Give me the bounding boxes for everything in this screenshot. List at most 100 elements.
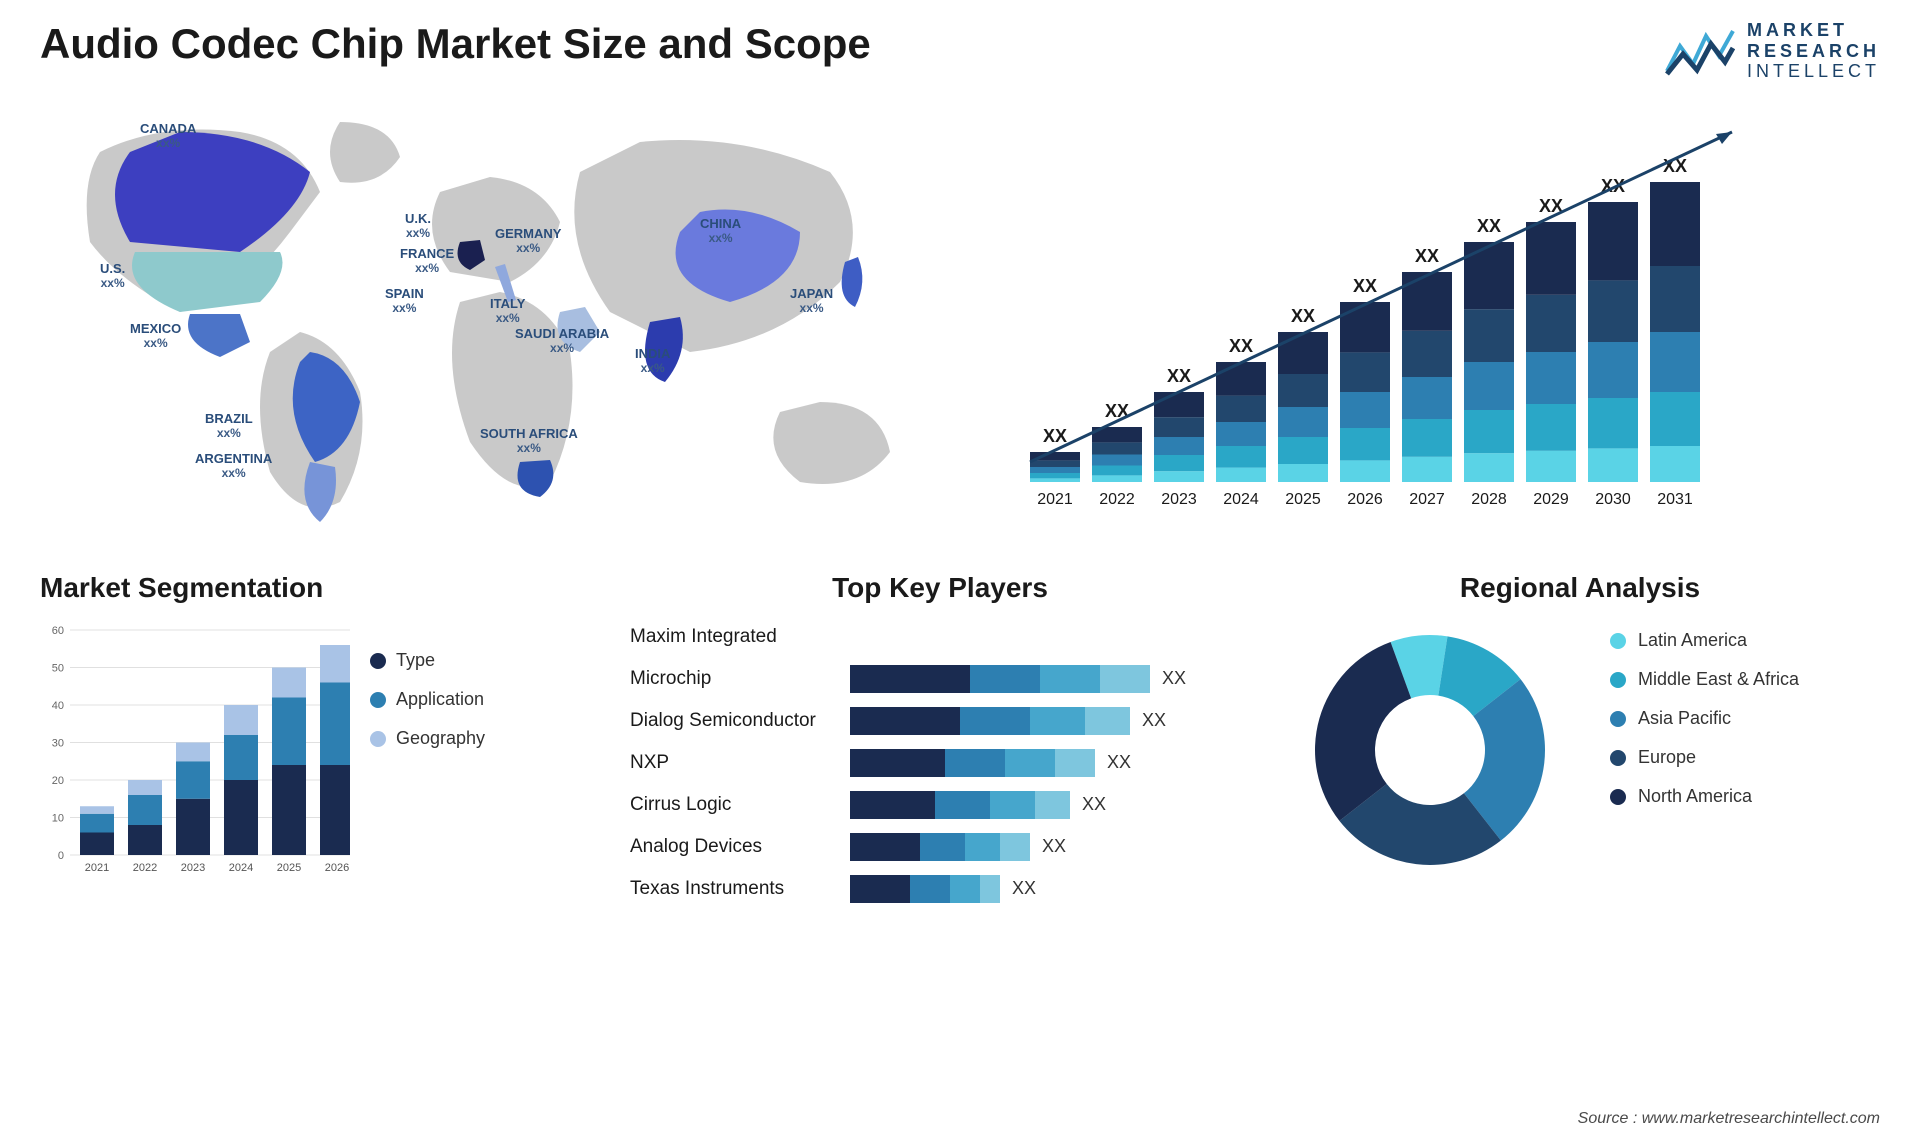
legend-item: Europe <box>1610 747 1799 768</box>
map-label: U.S.xx% <box>100 262 125 291</box>
map-label: GERMANYxx% <box>495 227 561 256</box>
legend-item: Type <box>370 650 485 671</box>
svg-text:2031: 2031 <box>1657 491 1693 508</box>
legend-item: Middle East & Africa <box>1610 669 1799 690</box>
svg-text:10: 10 <box>52 813 64 825</box>
svg-text:2023: 2023 <box>1161 491 1197 508</box>
svg-text:2023: 2023 <box>181 862 205 874</box>
map-label: CHINAxx% <box>700 217 741 246</box>
legend-item: Geography <box>370 728 485 749</box>
legend-item: North America <box>1610 786 1799 807</box>
svg-text:2025: 2025 <box>277 862 301 874</box>
key-players-panel: Top Key Players Maxim Integrated Microchi… <box>630 572 1250 905</box>
key-players-title: Top Key Players <box>630 572 1250 604</box>
map-label: JAPANxx% <box>790 287 833 316</box>
regional-donut-chart <box>1280 620 1580 880</box>
player-value: XX <box>1162 668 1186 689</box>
svg-text:2026: 2026 <box>1347 491 1383 508</box>
player-bar <box>850 749 1095 777</box>
svg-text:XX: XX <box>1415 246 1439 266</box>
svg-text:2021: 2021 <box>85 862 109 874</box>
map-label: BRAZILxx% <box>205 412 253 441</box>
segmentation-bar-chart: 0 10 20 30 40 50 60 2021 2022 2023 2024 2025 2026 <box>40 620 350 880</box>
legend-item: Application <box>370 689 485 710</box>
player-name: Maxim Integrated <box>630 626 840 648</box>
player-bar <box>850 875 1000 903</box>
growth-bar-chart: XX 2021 XX 2022 XX 2023 XX 2024 XX 2025 XX 2026 XX 20… <box>970 102 1880 532</box>
svg-text:60: 60 <box>52 625 64 637</box>
player-name: Cirrus Logic <box>630 794 840 816</box>
source-attribution: Source : www.marketresearchintellect.com <box>1578 1110 1880 1128</box>
map-label: SOUTH AFRICAxx% <box>480 427 578 456</box>
map-label: ITALYxx% <box>490 297 525 326</box>
svg-text:XX: XX <box>1043 426 1067 446</box>
player-name: Dialog Semiconductor <box>630 710 840 732</box>
svg-text:XX: XX <box>1353 276 1377 296</box>
svg-text:XX: XX <box>1477 216 1501 236</box>
regional-panel: Regional Analysis Latin America Middle Ea… <box>1280 572 1880 905</box>
player-value: XX <box>1107 752 1131 773</box>
player-name: Texas Instruments <box>630 878 840 900</box>
svg-text:2028: 2028 <box>1471 491 1507 508</box>
player-value: XX <box>1012 878 1036 899</box>
segmentation-panel: Market Segmentation 0 10 20 30 40 50 60 2021 202… <box>40 572 600 905</box>
player-row: Analog Devices XX <box>630 830 1250 863</box>
svg-text:40: 40 <box>52 700 64 712</box>
map-label: ARGENTINAxx% <box>195 452 272 481</box>
player-row: Microchip XX <box>630 662 1250 695</box>
svg-text:2029: 2029 <box>1533 491 1569 508</box>
player-row: Dialog Semiconductor XX <box>630 704 1250 737</box>
svg-text:XX: XX <box>1229 336 1253 356</box>
page-title: Audio Codec Chip Market Size and Scope <box>40 20 871 68</box>
key-players-list: Maxim IntegratedMicrochipXXDialog Semico… <box>630 620 1250 905</box>
player-name: NXP <box>630 752 840 774</box>
player-row: NXP XX <box>630 746 1250 779</box>
player-row: Texas Instruments XX <box>630 872 1250 905</box>
player-row: Maxim Integrated <box>630 620 1250 653</box>
svg-text:20: 20 <box>52 775 64 787</box>
logo-text: MARKET RESEARCH INTELLECT <box>1747 20 1880 82</box>
legend-item: Latin America <box>1610 630 1799 651</box>
brand-logo: MARKET RESEARCH INTELLECT <box>1665 20 1880 82</box>
bottom-row: Market Segmentation 0 10 20 30 40 50 60 2021 202… <box>40 572 1880 905</box>
svg-text:2022: 2022 <box>1099 491 1135 508</box>
map-label: SPAINxx% <box>385 287 424 316</box>
top-row: CANADAxx%U.S.xx%MEXICOxx%BRAZILxx%ARGENT… <box>40 102 1880 532</box>
player-bar <box>850 791 1070 819</box>
player-bar <box>850 665 1150 693</box>
regional-legend: Latin America Middle East & Africa Asia Pa… <box>1610 620 1799 880</box>
player-row: Cirrus Logic XX <box>630 788 1250 821</box>
world-map-svg <box>40 102 930 532</box>
player-value: XX <box>1042 836 1066 857</box>
svg-text:XX: XX <box>1167 366 1191 386</box>
player-value: XX <box>1082 794 1106 815</box>
svg-text:0: 0 <box>58 850 64 862</box>
header: Audio Codec Chip Market Size and Scope M… <box>40 20 1880 82</box>
svg-text:2025: 2025 <box>1285 491 1321 508</box>
svg-text:XX: XX <box>1291 306 1315 326</box>
svg-text:2024: 2024 <box>1223 491 1259 508</box>
svg-text:2030: 2030 <box>1595 491 1631 508</box>
segmentation-legend: Type Application Geography <box>370 620 485 880</box>
map-label: SAUDI ARABIAxx% <box>515 327 609 356</box>
map-label: U.K.xx% <box>405 212 431 241</box>
map-label: CANADAxx% <box>140 122 196 151</box>
svg-text:2021: 2021 <box>1037 491 1073 508</box>
svg-text:2022: 2022 <box>133 862 157 874</box>
legend-item: Asia Pacific <box>1610 708 1799 729</box>
svg-text:2027: 2027 <box>1409 491 1445 508</box>
player-value: XX <box>1142 710 1166 731</box>
world-map-panel: CANADAxx%U.S.xx%MEXICOxx%BRAZILxx%ARGENT… <box>40 102 930 532</box>
player-name: Microchip <box>630 668 840 690</box>
player-name: Analog Devices <box>630 836 840 858</box>
regional-title: Regional Analysis <box>1280 572 1880 604</box>
logo-icon <box>1665 26 1735 76</box>
player-bar <box>850 833 1030 861</box>
svg-text:50: 50 <box>52 663 64 675</box>
svg-text:2024: 2024 <box>229 862 253 874</box>
svg-text:30: 30 <box>52 738 64 750</box>
map-label: INDIAxx% <box>635 347 670 376</box>
player-bar <box>850 707 1130 735</box>
svg-text:2026: 2026 <box>325 862 349 874</box>
segmentation-title: Market Segmentation <box>40 572 600 604</box>
